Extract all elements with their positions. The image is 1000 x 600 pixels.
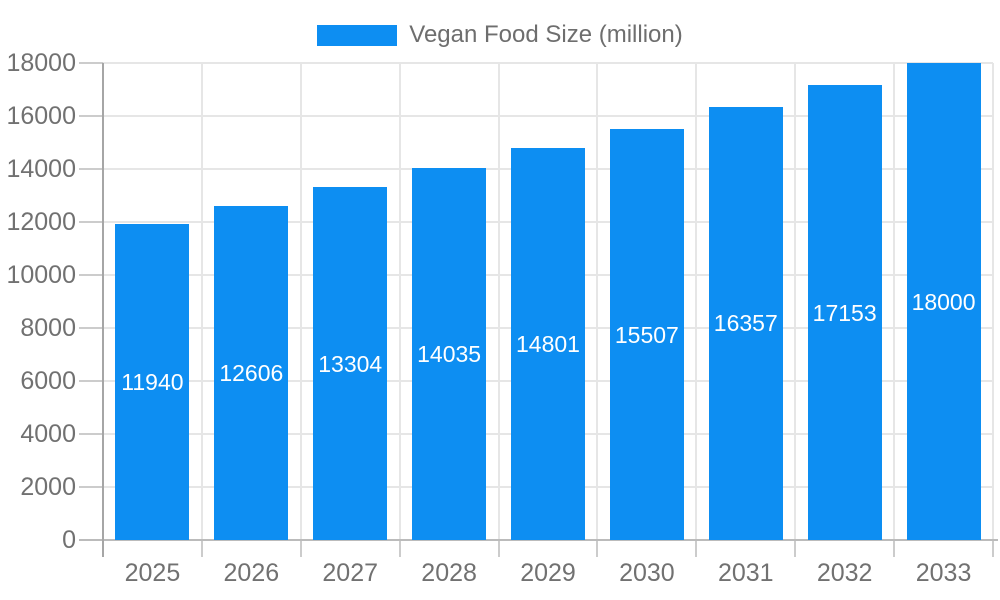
y-axis-label: 18000 <box>6 49 76 77</box>
x-axis-label: 2028 <box>421 559 477 587</box>
y-axis-tick <box>79 380 103 382</box>
x-axis-tick <box>200 540 203 557</box>
bar-2033 <box>906 63 981 540</box>
y-axis-label: 16000 <box>6 102 76 130</box>
x-axis-tick <box>398 540 401 557</box>
legend-swatch <box>317 24 398 46</box>
y-axis-label: 6000 <box>20 367 76 395</box>
x-axis-tick <box>992 540 994 557</box>
x-axis-label: 2027 <box>322 559 379 587</box>
x-axis-label: 2033 <box>915 559 972 587</box>
bar-2027 <box>313 187 388 540</box>
x-gridline <box>794 63 797 540</box>
y-axis-tick <box>79 62 103 64</box>
y-axis-tick <box>79 115 103 117</box>
y-axis-label: 0 <box>62 526 76 554</box>
bar-2029 <box>511 147 585 540</box>
y-axis-line <box>102 63 104 557</box>
y-axis-tick <box>79 486 103 488</box>
x-gridline <box>893 63 896 540</box>
bar-value-label: 11940 <box>121 368 184 395</box>
x-axis-label: 2029 <box>520 559 576 587</box>
x-axis-tick <box>497 540 500 557</box>
y-axis-label: 2000 <box>20 473 76 501</box>
x-axis-tick <box>893 540 896 557</box>
y-axis-tick <box>79 221 103 223</box>
y-axis-label: 14000 <box>6 155 76 183</box>
bar-value-label: 18000 <box>911 288 976 315</box>
bar-2026 <box>214 205 289 540</box>
x-gridline <box>398 63 401 540</box>
x-axis-label: 2031 <box>717 559 774 587</box>
y-gridline <box>103 62 993 64</box>
x-axis-label: 2030 <box>619 559 675 587</box>
x-gridline <box>200 63 203 540</box>
legend-label: Vegan Food Size (million) <box>409 21 683 48</box>
bar-value-label: 12606 <box>219 359 284 386</box>
x-axis-label: 2032 <box>816 559 873 587</box>
x-gridline <box>695 63 698 540</box>
y-axis-label: 12000 <box>6 208 76 236</box>
y-gridline <box>103 115 993 117</box>
y-axis-label: 10000 <box>6 261 76 289</box>
y-axis-tick <box>79 433 103 435</box>
bar-2030 <box>609 129 684 540</box>
y-axis-label: 8000 <box>20 314 76 342</box>
bar-value-label: 14801 <box>516 330 580 357</box>
x-axis-label: 2026 <box>223 559 280 587</box>
y-axis-label: 4000 <box>20 420 76 448</box>
x-gridline <box>497 63 500 540</box>
x-axis-line <box>79 539 998 541</box>
bar-2025 <box>115 223 190 540</box>
x-gridline <box>596 63 599 540</box>
y-axis-tick <box>79 327 103 329</box>
bar-2028 <box>412 168 487 540</box>
bar-2031 <box>708 106 783 540</box>
x-axis-tick <box>596 540 599 557</box>
bar-value-label: 15507 <box>614 321 679 348</box>
x-gridline <box>992 63 994 540</box>
x-axis-label: 2025 <box>124 559 181 587</box>
bar-value-label: 13304 <box>318 350 383 377</box>
x-axis-tick <box>299 540 302 557</box>
bar-value-label: 14035 <box>417 341 482 368</box>
x-gridline <box>299 63 302 540</box>
legend-item-vegan-food-size[interactable]: Vegan Food Size (million) <box>317 21 683 49</box>
chart-legend: Vegan Food Size (million) <box>0 21 1000 49</box>
y-axis-tick <box>79 274 103 276</box>
x-axis-tick <box>695 540 698 557</box>
bar-2032 <box>807 85 882 540</box>
bar-value-label: 16357 <box>713 310 778 337</box>
y-axis-tick <box>79 168 103 170</box>
x-axis-tick <box>794 540 797 557</box>
bar-value-label: 17153 <box>812 299 877 326</box>
